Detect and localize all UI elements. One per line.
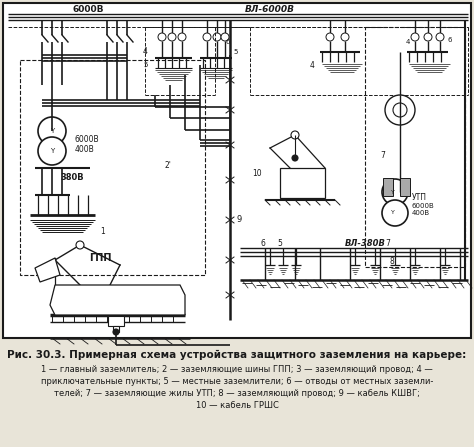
Text: 4: 4 [310,60,315,69]
Text: 400В: 400В [75,146,95,155]
Text: УТП: УТП [412,194,427,202]
Text: 10: 10 [252,169,262,177]
Bar [108,316,124,326]
Circle shape [76,241,84,249]
Text: телей; 7 — заземляющие жилы УТП; 8 — заземляющий провод; 9 — кабель КШВГ;: телей; 7 — заземляющие жилы УТП; 8 — заз… [54,389,420,398]
Circle shape [291,131,299,139]
Text: Y: Y [50,148,54,154]
Bar [400,178,410,196]
Text: Y: Y [391,211,395,215]
Circle shape [382,179,408,205]
Text: приключательные пункты; 5 — местные заземлители; 6 — отводы от местных заземли-: приключательные пункты; 5 — местные зазе… [41,377,433,386]
Circle shape [213,33,221,41]
Polygon shape [35,258,60,282]
Circle shape [178,33,186,41]
Text: 5: 5 [234,49,238,55]
Circle shape [424,33,432,41]
Text: 9: 9 [237,215,242,224]
Text: 7: 7 [385,239,391,248]
Text: ГПП: ГПП [89,253,111,263]
Text: ВЛ-380В: ВЛ-380В [345,240,386,249]
Circle shape [436,33,444,41]
Text: 5: 5 [144,62,148,68]
Circle shape [168,33,176,41]
Text: 6: 6 [226,39,230,45]
Text: 1: 1 [100,228,105,236]
Circle shape [326,33,334,41]
Text: 4: 4 [406,39,410,45]
Circle shape [341,33,349,41]
Text: Рис. 30.3. Примерная схема устройства защитного заземления на карьере:: Рис. 30.3. Примерная схема устройства за… [8,350,466,360]
Bar [365,27,465,267]
Circle shape [221,33,229,41]
Circle shape [385,95,415,125]
Text: Y: Y [391,190,395,194]
Circle shape [158,33,166,41]
Circle shape [292,155,298,161]
Text: 1 — главный заземлитель; 2 — заземляющие шины ГПП; 3 — заземляющий провод; 4 —: 1 — главный заземлитель; 2 — заземляющие… [41,365,433,374]
Circle shape [393,103,407,117]
Circle shape [38,137,66,165]
Text: 6000В: 6000В [72,5,104,14]
Circle shape [411,33,419,41]
Bar [280,168,325,198]
Text: 5: 5 [278,239,283,248]
Bar [3,3,471,338]
Text: 6: 6 [448,37,452,43]
Text: 6: 6 [261,239,265,248]
Text: 6000В: 6000В [412,203,435,209]
Circle shape [203,33,211,41]
Text: ВЛ-6000В: ВЛ-6000В [245,4,295,13]
Text: 2': 2' [164,160,172,169]
Text: 7: 7 [381,151,385,160]
Bar [383,178,393,196]
Text: 380В: 380В [60,173,84,182]
Bar [20,60,205,275]
Circle shape [38,117,66,145]
Circle shape [382,200,408,226]
Circle shape [113,329,119,335]
Text: 10 — кабель ГРШС: 10 — кабель ГРШС [196,401,278,410]
Polygon shape [50,285,185,315]
Text: Y: Y [50,128,54,134]
Text: 8: 8 [390,257,395,266]
Text: 400В: 400В [412,210,430,216]
Bar [113,326,119,332]
Text: 6000В: 6000В [75,135,100,144]
Text: 4: 4 [143,47,147,56]
